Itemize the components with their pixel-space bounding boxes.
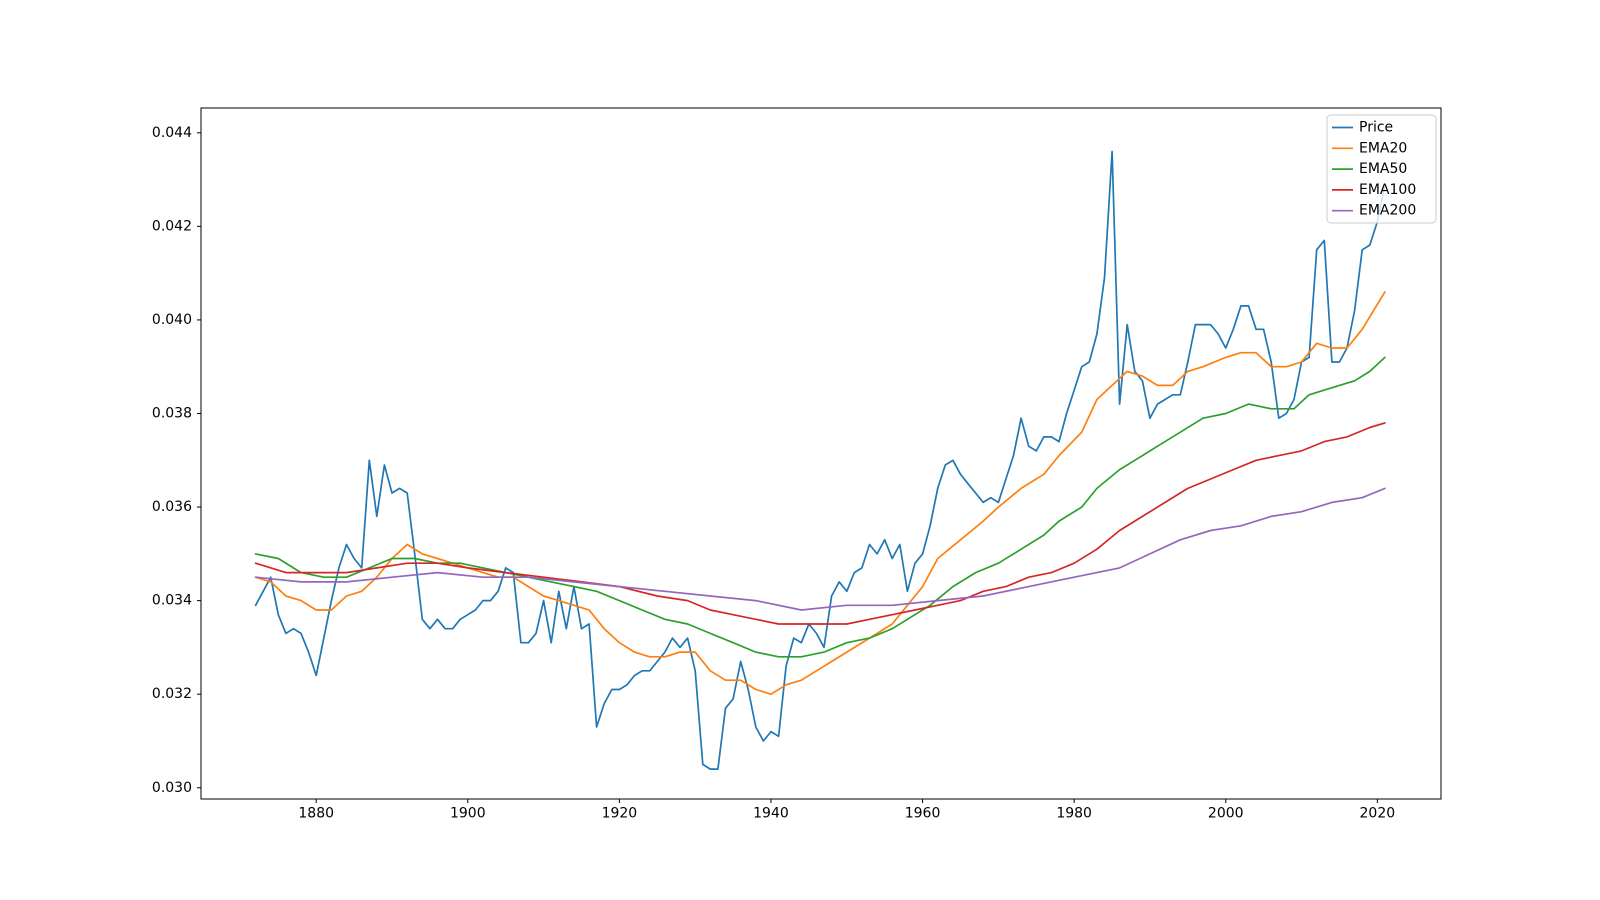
y-tick-label: 0.038 (152, 405, 192, 421)
legend-label-ema100: EMA100 (1359, 182, 1416, 198)
series-line-ema20 (254, 291, 1386, 696)
legend-label-ema20: EMA20 (1359, 140, 1407, 156)
x-tick-label: 1920 (602, 806, 638, 822)
legend-label-ema50: EMA50 (1359, 161, 1407, 177)
x-tick-label: 2020 (1360, 806, 1396, 822)
x-tick-label: 1900 (450, 806, 486, 822)
plot-area-frame (200, 107, 1442, 800)
legend-frame (1326, 114, 1437, 224)
y-tick-label: 0.042 (152, 218, 192, 234)
series-line-ema200 (254, 487, 1386, 611)
y-axis: 0.030 0.032 0.034 0.036 0.038 0.040 0.042 0.044 (152, 125, 201, 796)
y-tick-label: 0.044 (152, 125, 192, 141)
x-axis: 1880 1900 1920 1940 1960 1980 2000 2020 (298, 799, 1395, 822)
y-tick-label: 0.036 (152, 499, 192, 515)
series-line-ema100 (254, 422, 1386, 625)
y-tick-label: 0.030 (152, 780, 192, 796)
x-tick-label: 1880 (298, 806, 334, 822)
series-line-ema50 (254, 356, 1386, 658)
y-tick-label: 0.040 (152, 312, 192, 328)
legend-label-ema200: EMA200 (1359, 203, 1416, 219)
legend-box: Price EMA20 EMA50 EMA100 EMA200 (1326, 114, 1437, 224)
x-tick-label: 1980 (1056, 806, 1092, 822)
series-line-price (254, 150, 1386, 770)
x-tick-label: 1960 (905, 806, 941, 822)
legend-label-price: Price (1359, 120, 1393, 136)
y-tick-label: 0.032 (152, 686, 192, 702)
y-tick-label: 0.034 (152, 593, 192, 609)
x-tick-label: 1940 (753, 806, 789, 822)
series-lines (254, 150, 1386, 770)
x-tick-label: 2000 (1208, 806, 1244, 822)
